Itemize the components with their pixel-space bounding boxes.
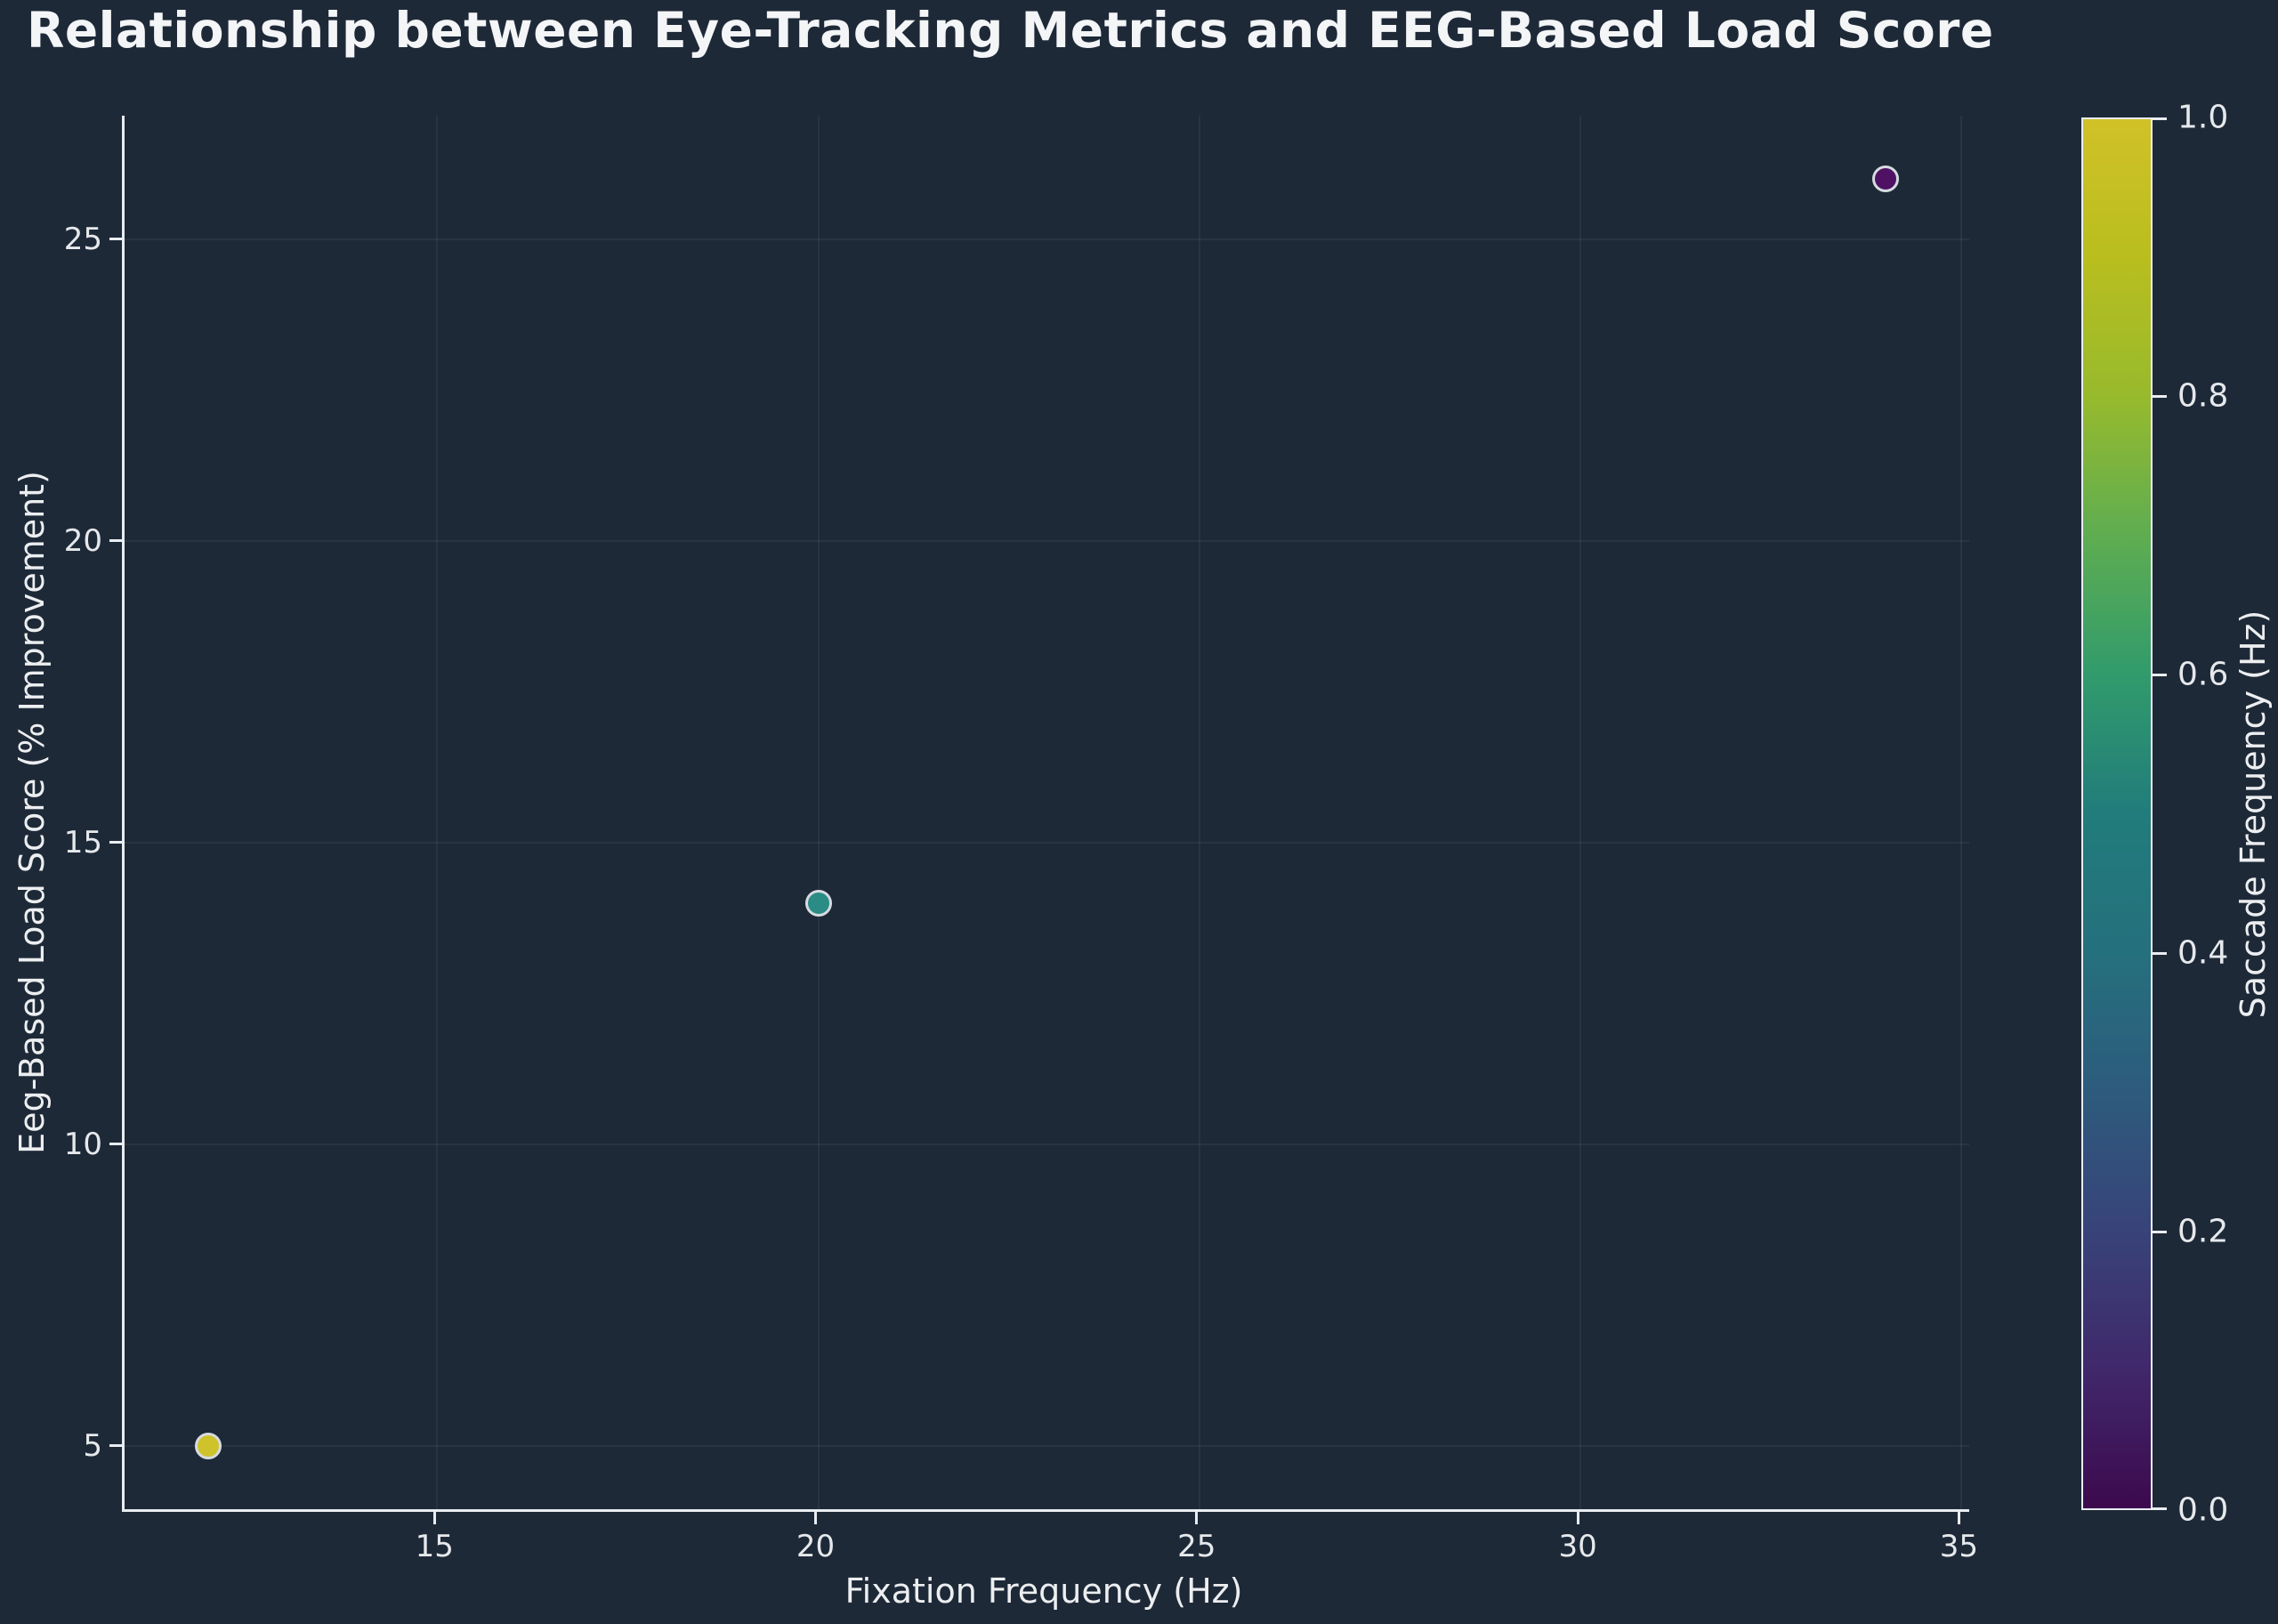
data-point	[1871, 166, 1899, 193]
colorbar-tick-mark	[2153, 951, 2167, 955]
x-tick-label: 20	[796, 1529, 836, 1564]
x-tick-mark	[432, 1512, 436, 1524]
y-tick-label: 5	[83, 1427, 102, 1464]
y-tick-label: 25	[63, 221, 102, 257]
x-axis-label: Fixation Frequency (Hz)	[844, 1571, 1243, 1611]
x-tick-label: 25	[1177, 1529, 1216, 1564]
colorbar-tick-label: 0.2	[2177, 1213, 2229, 1250]
x-tick-mark	[1576, 1512, 1579, 1524]
data-point	[195, 1432, 222, 1459]
colorbar-tick-mark	[2153, 673, 2167, 676]
y-tick-label: 10	[63, 1126, 102, 1162]
x-gridline	[1960, 116, 1963, 1509]
colorbar-tick-label: 1.0	[2177, 99, 2229, 136]
colorbar-tick-label: 0.6	[2177, 656, 2229, 693]
y-tick-mark	[109, 238, 122, 241]
y-tick-mark	[109, 539, 122, 543]
y-gridline	[125, 238, 1969, 240]
x-tick-label: 35	[1939, 1529, 1979, 1564]
colorbar-gradient	[2083, 119, 2151, 1508]
y-tick-mark	[109, 841, 122, 844]
x-tick-mark	[1195, 1512, 1199, 1524]
y-gridline	[125, 539, 1969, 542]
colorbar-tick-mark	[2153, 394, 2167, 398]
x-gridline	[436, 116, 439, 1509]
y-axis-label: Eeg-Based Load Score (% Improvement)	[12, 471, 52, 1154]
data-point	[804, 889, 832, 917]
plot-area	[122, 116, 1969, 1512]
y-gridline	[125, 1143, 1969, 1145]
colorbar-tick-label: 0.4	[2177, 934, 2229, 972]
y-gridline	[125, 1444, 1969, 1447]
x-tick-mark	[814, 1512, 818, 1524]
y-tick-label: 20	[63, 522, 102, 559]
colorbar-tick-mark	[2153, 1230, 2167, 1233]
colorbar-tick-mark	[2153, 117, 2167, 120]
y-tick-label: 15	[63, 824, 102, 860]
x-gridline	[1198, 116, 1200, 1509]
y-tick-mark	[109, 1444, 122, 1448]
x-tick-label: 15	[415, 1529, 454, 1564]
colorbar	[2081, 117, 2153, 1510]
x-gridline	[1579, 116, 1582, 1509]
chart-title: Relationship between Eye-Tracking Metric…	[27, 2, 1994, 59]
y-tick-mark	[109, 1143, 122, 1146]
colorbar-tick-label: 0.0	[2177, 1491, 2229, 1529]
y-gridline	[125, 841, 1969, 844]
x-tick-mark	[1957, 1512, 1960, 1524]
x-tick-label: 30	[1558, 1529, 1597, 1564]
colorbar-tick-mark	[2153, 1507, 2167, 1510]
colorbar-tick-label: 0.8	[2177, 377, 2229, 415]
x-gridline	[817, 116, 820, 1509]
colorbar-label: Saccade Frequency (Hz)	[2234, 610, 2273, 1019]
